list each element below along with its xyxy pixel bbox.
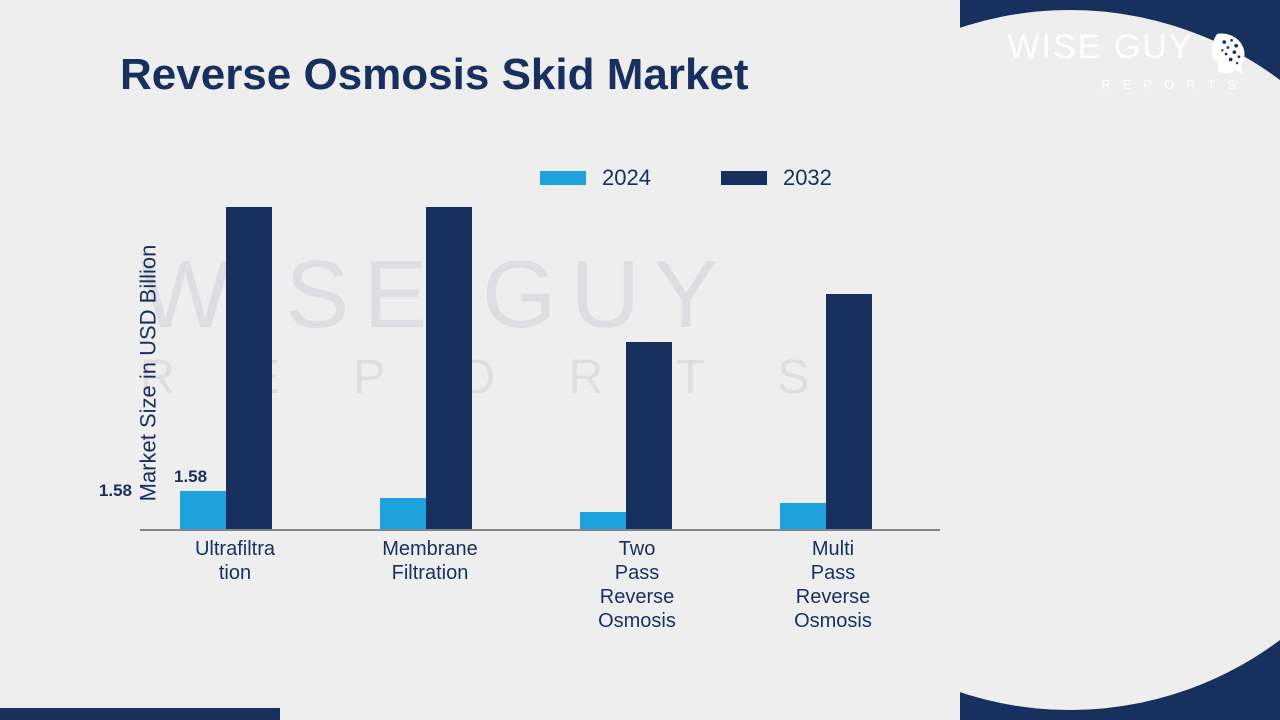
brand-line2: REPORTS xyxy=(1008,77,1250,92)
bar-value-label-0: 1.58 xyxy=(174,467,207,487)
chart-canvas: WISE GUY REPORTS Reverse Osmosis Skid Ma… xyxy=(0,0,1280,720)
bar-2024-3 xyxy=(780,503,826,529)
bar-2024-0 xyxy=(180,491,226,529)
y-tick-label: 1.58 xyxy=(99,481,132,501)
bar-2024-1 xyxy=(380,498,426,529)
x-label-1: Membrane Filtration xyxy=(365,537,495,585)
bar-group-1 xyxy=(380,207,490,529)
x-label-0: Ultrafiltra tion xyxy=(170,537,300,585)
legend-swatch-2024 xyxy=(540,171,586,185)
bar-2032-1 xyxy=(426,207,472,529)
bar-group-0: 1.58 xyxy=(180,207,290,529)
legend-label-2032: 2032 xyxy=(783,165,832,191)
x-label-3: Multi Pass Reverse Osmosis xyxy=(768,537,898,633)
bar-2024-2 xyxy=(580,512,626,529)
bottom-accent-strip xyxy=(0,708,280,720)
bar-2032-2 xyxy=(626,342,672,529)
plot-area: 1.58 1.58 xyxy=(140,195,940,531)
brand-logo: WISE GUY REPORTS xyxy=(1008,28,1250,92)
bar-2032-3 xyxy=(826,294,872,529)
bar-group-2 xyxy=(580,342,690,529)
legend-swatch-2032 xyxy=(721,171,767,185)
bar-2032-0 xyxy=(226,207,272,529)
head-icon xyxy=(1204,31,1250,77)
right-brand-panel xyxy=(960,0,1280,720)
brand-line1: WISE GUY xyxy=(1008,28,1194,66)
legend: 2024 2032 xyxy=(540,165,832,191)
legend-item-2024: 2024 xyxy=(540,165,651,191)
bar-group-3 xyxy=(780,294,890,529)
x-label-2: Two Pass Reverse Osmosis xyxy=(572,537,702,633)
legend-item-2032: 2032 xyxy=(721,165,832,191)
bar-chart: 1.58 1.58 Ultrafiltra tion Membrane Filt xyxy=(120,195,940,555)
chart-title: Reverse Osmosis Skid Market xyxy=(120,50,749,100)
legend-label-2024: 2024 xyxy=(602,165,651,191)
